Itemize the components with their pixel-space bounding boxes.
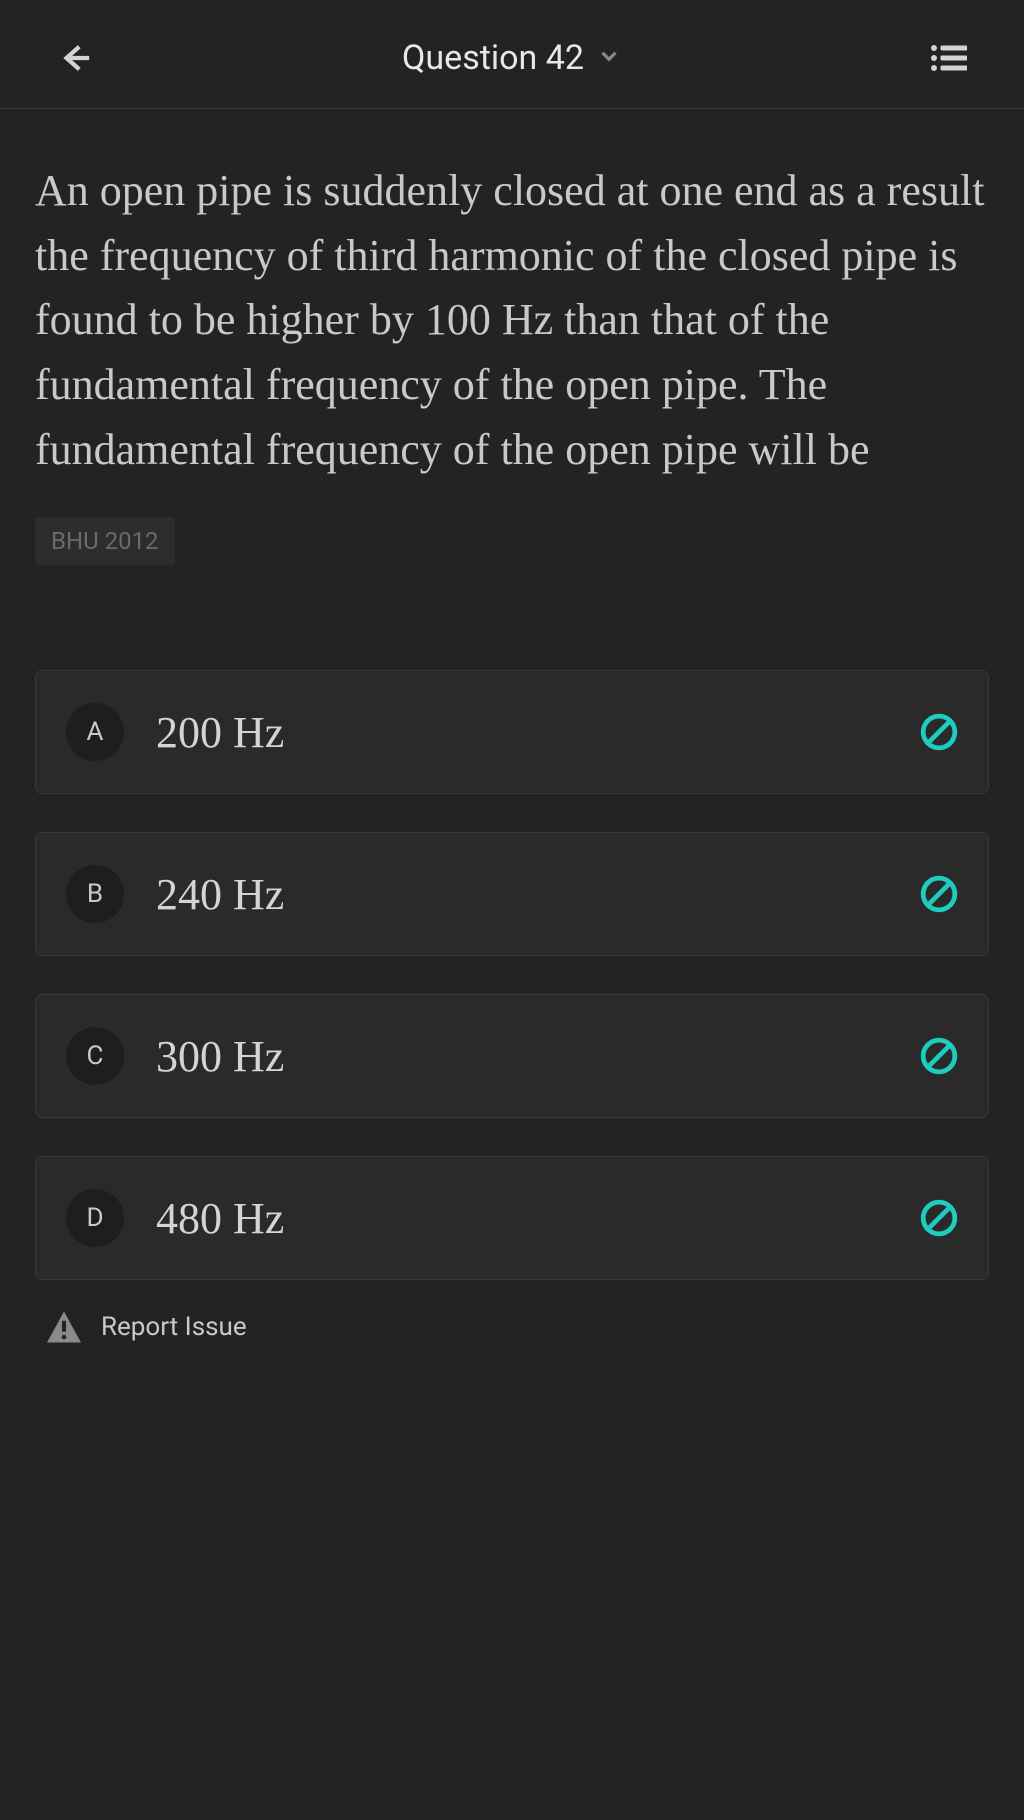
option-text: 200 Hz — [156, 707, 888, 758]
not-attempted-icon — [920, 875, 958, 913]
menu-button[interactable] — [929, 38, 969, 78]
report-issue-label: Report Issue — [101, 1312, 247, 1342]
back-arrow-icon — [58, 41, 92, 75]
header: Question 42 — [0, 0, 1024, 109]
not-attempted-icon — [920, 1037, 958, 1075]
options-list: A 200 Hz B 240 Hz C 300 Hz D 480 Hz — [35, 670, 989, 1280]
question-text: An open pipe is suddenly closed at one e… — [35, 159, 989, 482]
warning-icon — [45, 1310, 83, 1344]
option-b[interactable]: B 240 Hz — [35, 832, 989, 956]
back-button[interactable] — [55, 38, 95, 78]
not-attempted-icon — [920, 1199, 958, 1237]
option-text: 300 Hz — [156, 1031, 888, 1082]
option-letter: A — [66, 703, 124, 761]
option-letter: D — [66, 1189, 124, 1247]
option-text: 240 Hz — [156, 869, 888, 920]
chevron-down-icon — [596, 38, 622, 78]
question-selector[interactable]: Question 42 — [402, 38, 622, 78]
list-menu-icon — [931, 44, 967, 72]
source-tag: BHU 2012 — [35, 517, 175, 565]
page-title: Question 42 — [402, 38, 584, 78]
option-d[interactable]: D 480 Hz — [35, 1156, 989, 1280]
option-a[interactable]: A 200 Hz — [35, 670, 989, 794]
not-attempted-icon — [920, 713, 958, 751]
report-issue-button[interactable]: Report Issue — [35, 1310, 989, 1344]
option-letter: C — [66, 1027, 124, 1085]
content: An open pipe is suddenly closed at one e… — [0, 109, 1024, 1344]
option-text: 480 Hz — [156, 1193, 888, 1244]
option-c[interactable]: C 300 Hz — [35, 994, 989, 1118]
option-letter: B — [66, 865, 124, 923]
